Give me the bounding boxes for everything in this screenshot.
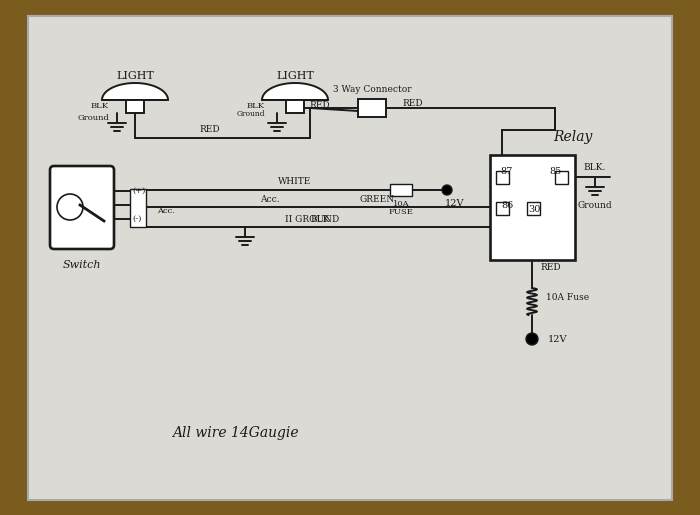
Text: LIGHT: LIGHT	[276, 71, 314, 81]
Bar	[286, 100, 304, 113]
Text: Acc.: Acc.	[260, 195, 279, 203]
Text: Relay: Relay	[553, 130, 592, 144]
Polygon shape	[262, 83, 328, 100]
Text: BLK: BLK	[310, 215, 330, 224]
Text: Ground: Ground	[578, 200, 612, 210]
FancyBboxPatch shape	[28, 16, 672, 500]
Text: (-): (-)	[132, 215, 141, 223]
Circle shape	[442, 185, 452, 195]
Text: RED: RED	[309, 101, 330, 111]
Text: BLK: BLK	[91, 102, 109, 110]
Circle shape	[57, 194, 83, 220]
Text: 10A Fuse: 10A Fuse	[546, 294, 589, 302]
Text: Switch: Switch	[63, 260, 102, 270]
Bar	[130, 189, 146, 227]
Text: II GROUND: II GROUND	[285, 215, 340, 224]
Bar	[390, 184, 412, 196]
Bar	[527, 202, 540, 215]
Text: RED: RED	[540, 264, 561, 272]
Text: 30: 30	[528, 205, 540, 215]
Bar	[126, 100, 144, 113]
Text: Acc.: Acc.	[157, 207, 175, 215]
Text: 85: 85	[549, 167, 561, 177]
Text: 10A: 10A	[393, 200, 410, 208]
Text: BLK: BLK	[247, 102, 265, 110]
Text: All wire 14Gaugie: All wire 14Gaugie	[172, 426, 298, 440]
Bar	[496, 171, 509, 184]
Text: 12V: 12V	[548, 335, 568, 344]
Text: RED: RED	[199, 126, 220, 134]
Text: 3 Way Connector: 3 Way Connector	[332, 85, 412, 94]
Bar	[555, 171, 568, 184]
Bar	[358, 99, 386, 117]
Text: WHITE: WHITE	[279, 178, 312, 186]
Bar	[490, 155, 575, 260]
Text: 86: 86	[501, 200, 513, 210]
FancyBboxPatch shape	[50, 166, 114, 249]
Circle shape	[526, 333, 538, 345]
Text: Ground: Ground	[77, 114, 109, 122]
Bar	[496, 202, 509, 215]
Text: GREEN: GREEN	[360, 195, 395, 203]
Text: 87: 87	[500, 167, 513, 177]
Polygon shape	[102, 83, 168, 100]
Text: FUSE: FUSE	[389, 208, 414, 216]
Text: BLK.: BLK.	[584, 163, 606, 173]
Text: RED: RED	[402, 99, 423, 109]
Text: LIGHT: LIGHT	[116, 71, 154, 81]
Text: 12V: 12V	[445, 199, 465, 209]
Text: Ground: Ground	[237, 110, 265, 118]
Text: (+): (+)	[132, 187, 146, 195]
